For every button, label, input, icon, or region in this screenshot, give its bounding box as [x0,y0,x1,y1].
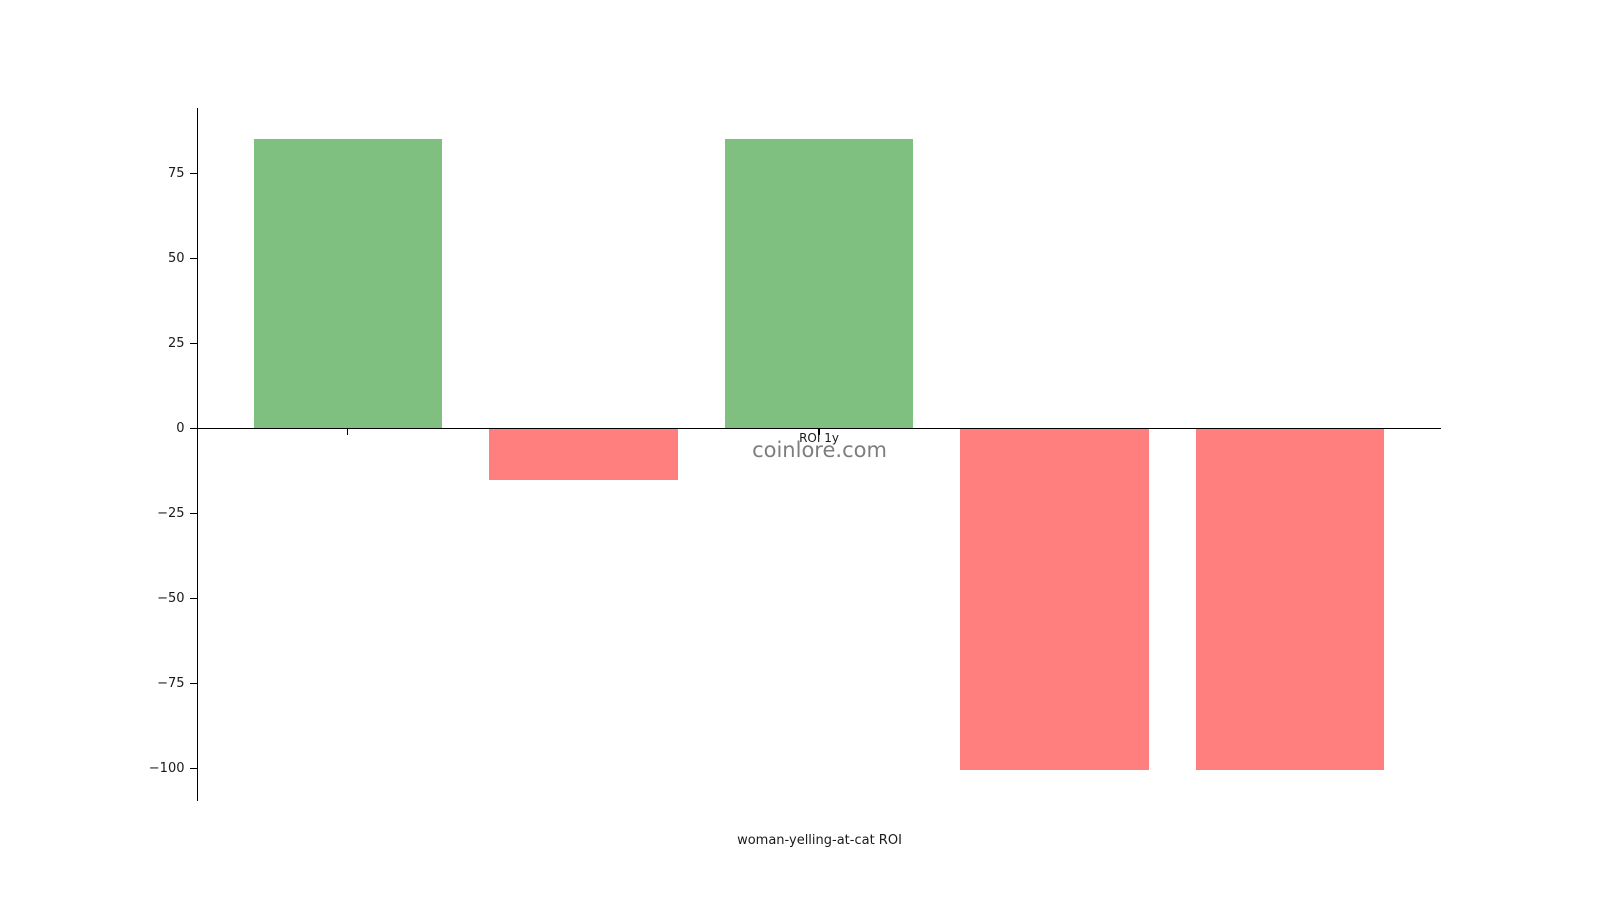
bar [1195,429,1385,770]
x-tick-label: ROI 1y [799,431,839,445]
bar [724,139,914,429]
y-tick-label: −75 [157,676,185,692]
y-tick-mark [189,342,197,344]
watermark: coinlore.com [752,438,887,462]
y-tick-label: 75 [167,165,185,181]
x-tick-mark [347,428,349,435]
y-tick-label: 0 [176,421,185,436]
y-tick-mark [189,768,197,770]
bar [960,429,1149,770]
y-tick-label: −50 [157,591,185,607]
y-tick-mark [189,172,197,174]
chart-title: woman-yelling-at-cat ROI [737,833,902,848]
y-tick-mark [189,427,197,430]
y-tick-mark [189,683,197,685]
y-tick-mark [189,513,197,515]
y-tick-label: 50 [167,250,185,266]
bar [253,139,443,429]
x-tick-mark [818,428,820,435]
y-tick-label: −25 [157,506,185,522]
y-tick-mark [189,257,197,259]
y-tick-mark [189,598,197,600]
y-tick-label: −100 [148,761,185,777]
y-tick-label: 25 [167,335,185,351]
y-axis-line [196,107,198,801]
bar [489,429,678,481]
